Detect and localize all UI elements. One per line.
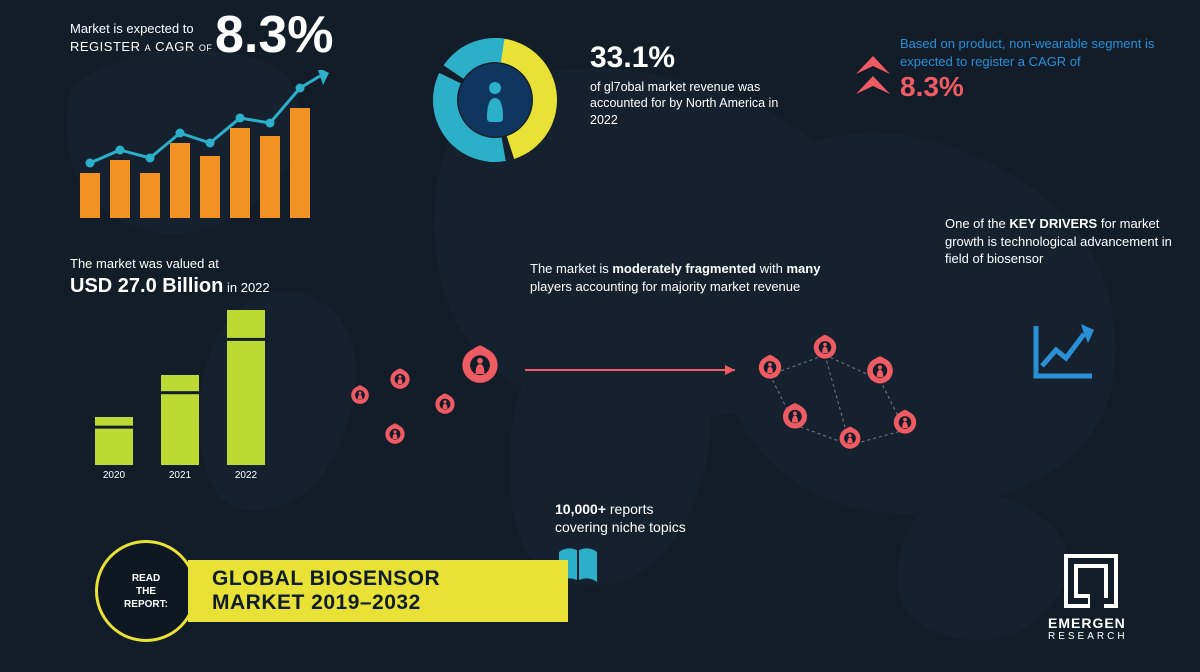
key-driver-text: One of the KEY DRIVERS for market growth… [945,215,1175,268]
driver-prefix: One of the [945,216,1009,231]
cagr-intro-line2: REGISTER a CAGR of [70,39,212,54]
svg-text:2020: 2020 [103,470,126,480]
fragmentation-text: The market is moderately fragmented with… [530,260,840,296]
read-l2: THE [136,586,156,597]
read-report-badge[interactable]: READ THE REPORT: [95,540,197,642]
chevrons-up-icon [852,50,894,102]
product-segment-block: Based on product, non-wearable segment i… [900,35,1160,103]
read-l3: REPORT: [124,599,168,610]
frag-p1: The market is [530,261,612,276]
reports-line1-rest: reports [606,501,653,517]
reports-line2: covering niche topics [555,519,686,535]
market-value-block: The market was valued at USD 27.0 Billio… [70,255,310,300]
emergen-research-logo-mark [1060,550,1122,612]
market-players-map [340,320,930,460]
svg-text:2022: 2022 [235,470,258,480]
frag-b1: moderately fragmented [612,261,756,276]
logo-sub: RESEARCH [1048,631,1128,642]
donut-caption: 33.1% of gl7obal market revenue was acco… [590,38,790,129]
driver-bold: KEY DRIVERS [1009,216,1097,231]
svg-text:2021: 2021 [169,470,192,480]
emergen-research-logo-text: EMERGEN RESEARCH [1048,615,1128,642]
cagr-value: 8.3% [215,5,334,65]
frag-b2: many [786,261,820,276]
market-share-donut [420,25,570,175]
banner-line1: GLOBAL BIOSENSOR [212,567,440,590]
cagr-bar-line-chart [80,70,340,220]
reports-stat: 10,000+ reports covering niche topics [555,500,686,586]
product-cagr-value: 8.3% [900,71,1160,103]
product-text: Based on product, non-wearable segment i… [900,35,1160,71]
mv-line2: in 2022 [223,280,269,295]
donut-description: of gl7obal market revenue was accounted … [590,80,778,128]
donut-percent: 33.1% [590,38,790,79]
cagr-intro-line1: Market is expected to [70,21,194,36]
mv-value: USD 27.0 Billion [70,275,223,297]
read-l1: READ [132,573,160,584]
banner-line2: MARKET 2019–2032 [212,591,421,614]
reports-count: 10,000+ [555,501,606,517]
growth-chart-icon [1030,320,1098,382]
frag-p2: with [756,261,786,276]
mv-line1: The market was valued at [70,256,219,271]
logo-name: EMERGEN [1048,615,1126,631]
market-value-bar-chart: 2020 2021 2022 [95,310,285,480]
frag-p3: players accounting for majority market r… [530,279,800,294]
report-title-banner: GLOBAL BIOSENSOR MARKET 2019–2032 [188,560,568,622]
